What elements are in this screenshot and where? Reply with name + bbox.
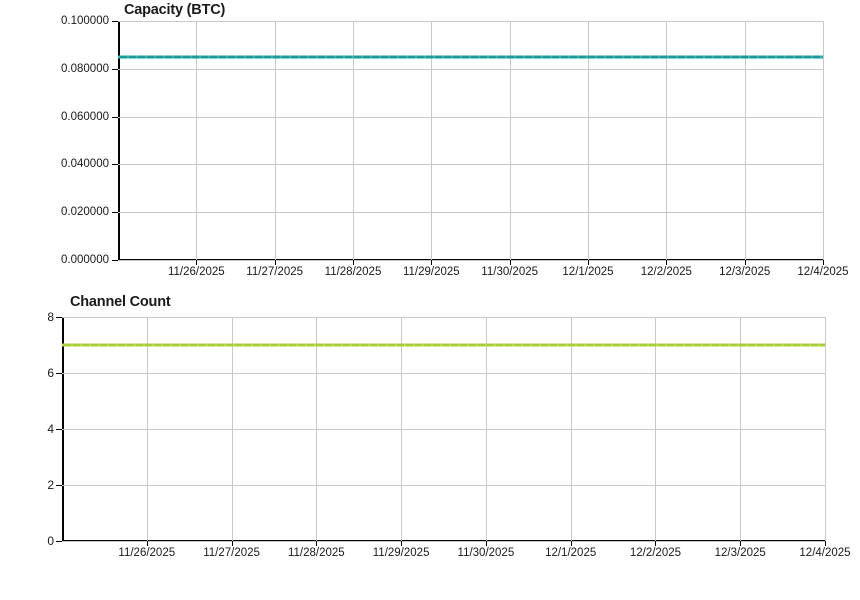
- x-axis-label: 11/27/2025: [203, 547, 260, 559]
- y-axis-tick: [112, 260, 118, 261]
- x-axis-tick: [146, 541, 148, 546]
- x-axis-label: 12/3/2025: [714, 547, 766, 559]
- x-axis-label: 12/1/2025: [562, 266, 614, 278]
- gridline-horizontal: [62, 429, 825, 430]
- gridline-vertical: [274, 21, 276, 260]
- gridline-vertical: [570, 317, 572, 541]
- x-axis-tick: [485, 541, 487, 546]
- y-axis-tick: [56, 541, 62, 542]
- x-axis-tick: [655, 541, 657, 546]
- x-axis-label: 11/29/2025: [402, 266, 460, 278]
- x-axis-tick: [316, 541, 318, 546]
- chart-title-capacity: Capacity (BTC): [124, 2, 226, 18]
- y-axis-label: 0.040000: [61, 158, 109, 171]
- gridline-vertical: [509, 21, 511, 260]
- gridline-vertical: [353, 21, 354, 260]
- gridline-horizontal: [62, 541, 825, 542]
- y-axis-label: 8: [47, 310, 54, 324]
- chart-title-channels: Channel Count: [70, 294, 171, 310]
- plot-area-channels: 0 2 4 6 8 11/26/2025 11/27/2025 11/28/2025 11/29…: [47, 310, 850, 559]
- x-axis-line-channels: [62, 540, 825, 541]
- y-axis-label: 0.100000: [61, 15, 109, 27]
- gridline-vertical: [588, 21, 589, 260]
- y-axis-label: 2: [47, 478, 54, 492]
- y-axis-tick: [112, 68, 118, 70]
- x-axis-label: 11/26/2025: [167, 266, 225, 278]
- x-axis-label: 11/30/2025: [457, 547, 515, 559]
- gridline-vertical: [231, 317, 233, 541]
- y-axis-label: 0.020000: [61, 206, 109, 219]
- y-axis-tick: [56, 429, 62, 430]
- x-axis-tick: [588, 260, 589, 265]
- gridline-horizontal: [62, 373, 825, 374]
- y-axis-tick: [112, 212, 118, 214]
- gridline-vertical: [666, 21, 668, 260]
- x-axis-label: 11/26/2025: [118, 547, 176, 559]
- x-axis-label: 12/4/2025: [797, 266, 849, 278]
- x-axis-tick: [570, 541, 572, 546]
- y-axis-tick: [112, 116, 118, 118]
- chart-panel-capacity: Capacity (BTC) 0.000000 0.020000 0.040000 0…: [0, 0, 860, 290]
- x-axis-line-capacity: [118, 259, 823, 260]
- x-axis-label: 11/28/2025: [324, 266, 382, 278]
- x-axis-label: 11/28/2025: [287, 547, 345, 559]
- gridline-horizontal: [62, 317, 825, 318]
- y-axis-label: 4: [47, 422, 54, 436]
- gridline-horizontal: [118, 212, 823, 214]
- gridline-vertical: [823, 21, 824, 260]
- x-axis-tick: [666, 260, 668, 265]
- gridline-vertical: [825, 317, 826, 541]
- gridline-horizontal: [118, 164, 823, 166]
- gridline-vertical: [146, 317, 148, 541]
- x-axis-tick: [231, 541, 233, 546]
- gridline-vertical: [655, 317, 657, 541]
- x-axis-label: 12/2/2025: [640, 266, 692, 278]
- x-axis-label: 11/29/2025: [372, 547, 430, 559]
- x-axis-tick: [196, 260, 198, 265]
- gridline-horizontal: [118, 260, 823, 261]
- x-axis-tick: [509, 260, 511, 265]
- gridline-horizontal: [118, 68, 823, 70]
- y-axis-label: 0.000000: [61, 254, 109, 266]
- x-axis-tick: [353, 260, 354, 265]
- series-data-point-markers: [118, 55, 823, 59]
- gridline-vertical: [196, 21, 198, 260]
- x-axis-tick: [825, 541, 826, 546]
- x-axis-label: 12/4/2025: [799, 547, 851, 559]
- gridline-horizontal: [62, 485, 825, 486]
- y-axis-line-capacity: [118, 21, 120, 260]
- gridline-vertical: [485, 317, 487, 541]
- gridline-vertical: [431, 21, 433, 260]
- series-data-point-markers: [62, 343, 825, 347]
- x-axis-tick: [431, 260, 433, 265]
- y-axis-tick: [56, 485, 62, 486]
- gridline-horizontal: [118, 21, 823, 22]
- y-axis-tick: [56, 373, 62, 374]
- gridline-vertical: [316, 317, 318, 541]
- plot-area-capacity: 0.000000 0.020000 0.040000 0.060000 0.080000…: [61, 15, 849, 278]
- y-axis-label: 0: [47, 534, 54, 548]
- x-axis-tick: [744, 260, 746, 265]
- gridline-horizontal: [118, 116, 823, 118]
- y-axis-tick: [112, 21, 118, 22]
- x-axis-tick: [401, 541, 403, 546]
- y-axis-label: 0.060000: [61, 110, 109, 123]
- x-axis-label: 12/3/2025: [719, 266, 771, 278]
- x-axis-tick: [740, 541, 742, 546]
- x-axis-label: 11/27/2025: [246, 266, 304, 278]
- x-axis-label: 11/30/2025: [481, 266, 539, 278]
- x-axis-label: 12/2/2025: [629, 547, 682, 559]
- y-axis-tick: [112, 164, 118, 166]
- gridline-vertical: [401, 317, 403, 541]
- x-axis-tick: [823, 260, 824, 265]
- x-axis-label: 12/1/2025: [545, 547, 597, 559]
- y-axis-label: 0.080000: [61, 62, 109, 75]
- chart-panel-channels: Channel Count 0 2 4 6 8 11/26/2025 11/27/2025 1…: [0, 290, 860, 590]
- gridline-vertical: [744, 21, 746, 260]
- y-axis-tick: [56, 317, 62, 318]
- x-axis-tick: [274, 260, 276, 265]
- y-axis-label: 6: [47, 366, 54, 380]
- gridline-vertical: [740, 317, 742, 541]
